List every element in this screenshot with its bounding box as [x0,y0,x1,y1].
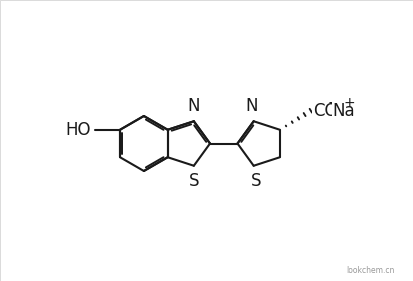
Text: N: N [188,97,200,115]
Text: −: − [328,96,339,110]
Text: Na: Na [333,102,356,120]
Text: S: S [189,172,199,190]
Text: lookchem.cn: lookchem.cn [347,266,395,275]
Text: HO: HO [66,121,91,139]
Text: S: S [251,172,261,190]
Text: +: + [344,96,356,110]
Text: COO: COO [313,102,350,120]
Text: N: N [245,97,257,115]
